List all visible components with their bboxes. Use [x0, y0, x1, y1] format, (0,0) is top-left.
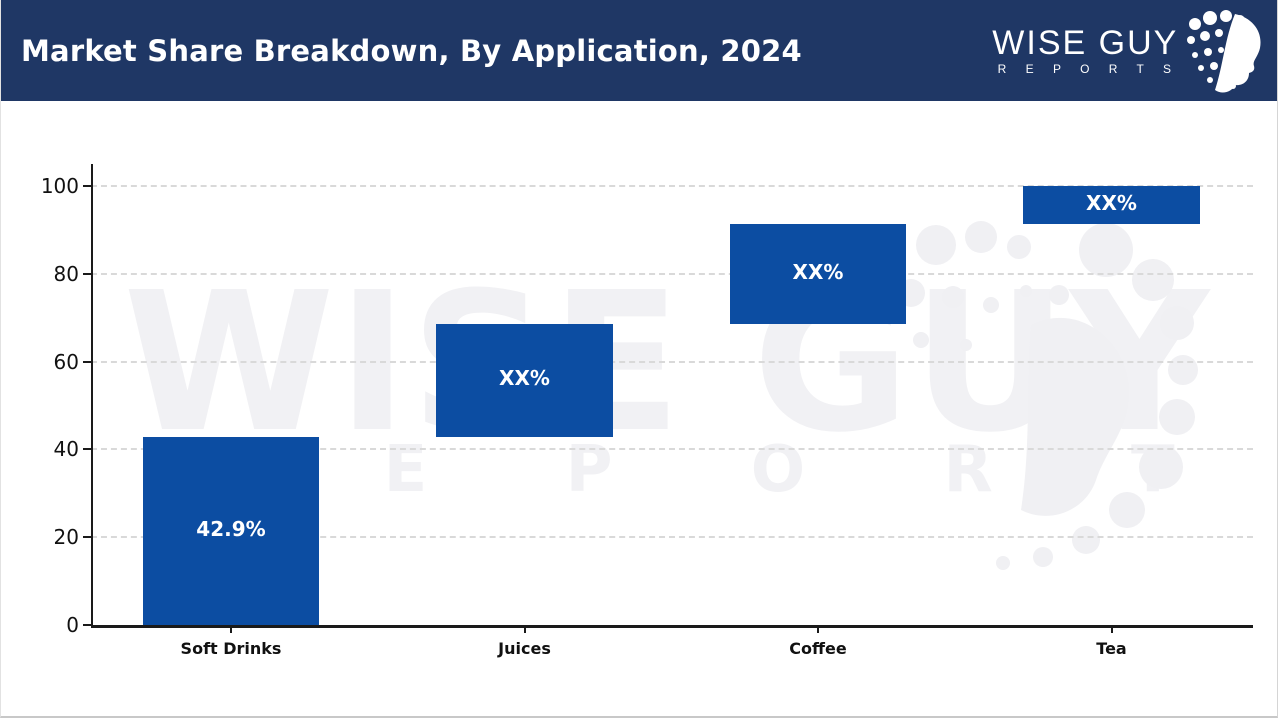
x-tick-label-0: Soft Drinks	[180, 639, 282, 658]
gridline-40	[91, 448, 1253, 451]
y-tick-100	[83, 185, 91, 187]
logo-wordmark: WISE GUY	[992, 23, 1179, 62]
y-tick-60	[83, 360, 91, 363]
header: Market Share Breakdown, By Application, …	[1, 0, 1277, 101]
wise-guy-logo: WISE GUY R E P O R T S	[992, 8, 1265, 94]
bar-label-2: XX%	[792, 259, 844, 284]
x-tick-1	[523, 625, 526, 633]
gridline-20	[91, 536, 1253, 539]
x-axis-line	[91, 625, 1253, 628]
y-tick-label-40: 40	[53, 437, 79, 462]
y-axis-line	[91, 164, 93, 627]
bar-label-1: XX%	[499, 366, 550, 391]
gridline-100	[91, 185, 1253, 187]
logo-reports-text: R E P O R T S	[997, 62, 1179, 77]
y-tick-label-100: 100	[40, 174, 79, 198]
y-tick-label-80: 80	[53, 261, 79, 286]
logo-text: WISE GUY R E P O R T S	[992, 23, 1179, 77]
bar-soft-drinks	[142, 436, 320, 625]
gridline-80	[91, 272, 1253, 275]
y-tick-label-20: 20	[53, 525, 79, 550]
x-tick-2	[817, 625, 819, 633]
gridline-60	[91, 360, 1253, 363]
bar-label-3: XX%	[1086, 190, 1137, 215]
x-tick-label-2: Coffee	[789, 639, 847, 658]
bar-coffee	[729, 223, 907, 324]
x-tick-3	[1110, 625, 1113, 633]
y-tick-label-0: 0	[66, 613, 79, 637]
y-tick-20	[83, 536, 91, 539]
bar-label-0: 42.9%	[196, 516, 266, 541]
logo-head-icon	[1187, 10, 1261, 93]
x-tick-label-3: Tea	[1096, 639, 1127, 658]
y-tick-80	[83, 272, 91, 275]
page-title: Market Share Breakdown, By Application, …	[21, 33, 802, 68]
bar-tea	[1023, 186, 1200, 224]
x-tick-label-1: Juices	[498, 639, 551, 658]
y-tick-0	[83, 624, 91, 626]
y-tick-label-60: 60	[53, 349, 79, 374]
y-tick-40	[83, 448, 91, 451]
bar-juices	[436, 323, 613, 437]
x-tick-0	[230, 625, 232, 633]
